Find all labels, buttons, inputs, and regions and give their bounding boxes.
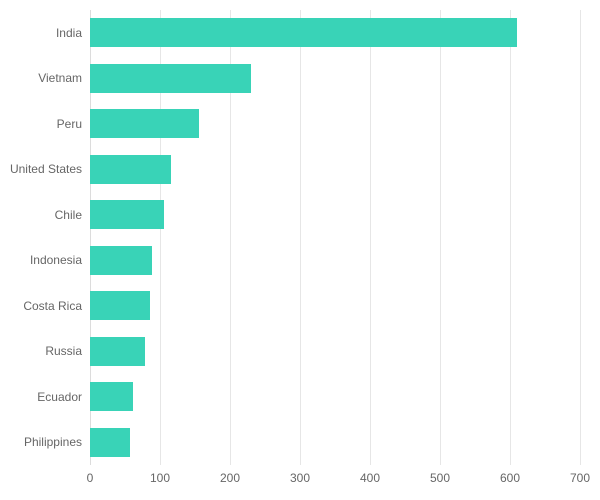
bar	[90, 109, 199, 138]
plot-area	[90, 10, 580, 465]
y-tick-label: India	[56, 26, 82, 40]
x-tick-label: 300	[290, 471, 310, 485]
bar	[90, 382, 133, 411]
y-tick-label: Philippines	[24, 435, 82, 449]
horizontal-bar-chart: 0 100 200 300 400 500 600 700 India Vietnam Peru Un…	[0, 0, 600, 500]
x-tick-label: 700	[570, 471, 590, 485]
x-gridline	[440, 10, 441, 465]
x-tick-label: 500	[430, 471, 450, 485]
bar	[90, 246, 152, 275]
x-gridline	[510, 10, 511, 465]
y-tick-label: Ecuador	[37, 390, 82, 404]
x-gridline	[300, 10, 301, 465]
bar	[90, 428, 130, 457]
bar	[90, 337, 145, 366]
x-gridline	[370, 10, 371, 465]
y-tick-label: Indonesia	[30, 253, 82, 267]
bar	[90, 200, 164, 229]
bar	[90, 291, 150, 320]
x-tick-label: 200	[220, 471, 240, 485]
y-tick-label: United States	[10, 162, 82, 176]
y-tick-label: Russia	[45, 344, 82, 358]
y-tick-label: Vietnam	[38, 71, 82, 85]
x-tick-label: 600	[500, 471, 520, 485]
x-tick-label: 0	[87, 471, 94, 485]
bar	[90, 64, 251, 93]
x-tick-label: 400	[360, 471, 380, 485]
bar	[90, 155, 171, 184]
y-tick-label: Peru	[57, 117, 82, 131]
x-tick-label: 100	[150, 471, 170, 485]
y-tick-label: Chile	[55, 208, 82, 222]
x-gridline	[580, 10, 581, 465]
bar	[90, 18, 517, 47]
y-tick-label: Costa Rica	[23, 299, 82, 313]
